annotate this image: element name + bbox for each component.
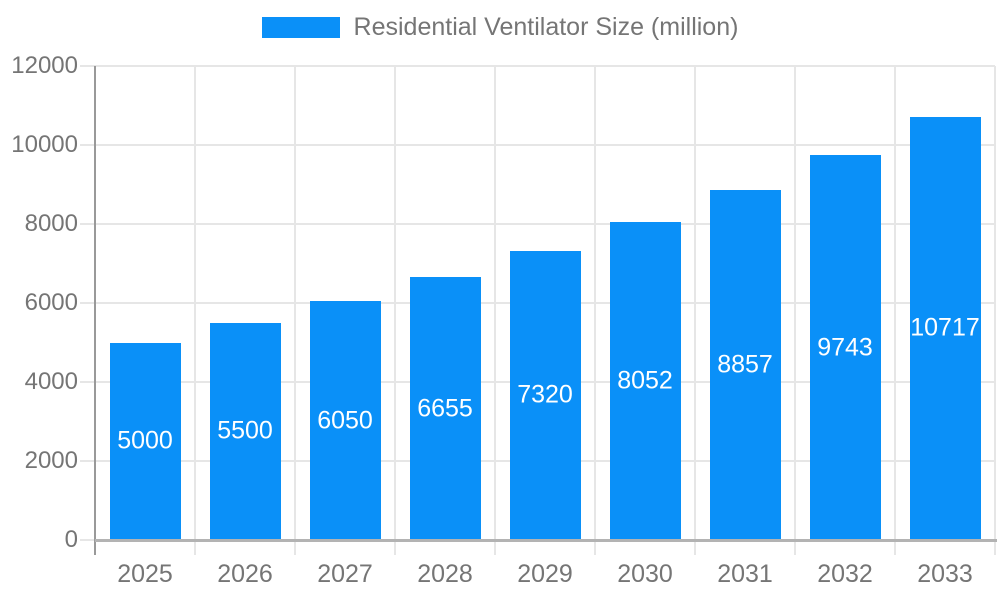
y-axis-tick-label: 0	[64, 526, 78, 553]
x-axis-tick-label: 2032	[817, 560, 873, 588]
x-gridline	[394, 66, 396, 555]
y-axis-tick-label: 6000	[24, 289, 78, 316]
x-gridline	[694, 66, 696, 555]
x-gridline	[894, 66, 896, 555]
legend-label: Residential Ventilator Size (million)	[353, 13, 739, 41]
y-axis-line	[94, 66, 96, 555]
x-gridline	[294, 66, 296, 555]
bar-value-label: 5000	[117, 426, 173, 455]
bar	[209, 322, 281, 540]
bar-value-label: 6050	[317, 406, 373, 434]
bar	[609, 221, 681, 540]
y-axis-tick-label: 8000	[24, 210, 78, 237]
bar	[409, 277, 481, 540]
bar-value-label: 7320	[517, 380, 573, 409]
y-gridline	[80, 223, 995, 225]
y-axis-tick-label: 10000	[11, 131, 78, 158]
x-axis-tick-label: 2027	[317, 560, 373, 588]
y-axis-tick-label: 4000	[24, 368, 78, 395]
x-gridline	[794, 66, 796, 555]
y-gridline	[80, 144, 995, 146]
bar-value-label: 6655	[417, 394, 473, 423]
bar-value-label: 8052	[617, 366, 673, 395]
legend: Residential Ventilator Size (million)	[0, 13, 1000, 42]
bar	[809, 155, 881, 540]
bar	[709, 190, 781, 540]
x-gridline	[194, 66, 196, 555]
x-axis-tick-label: 2033	[917, 560, 973, 588]
x-gridline	[594, 66, 596, 555]
x-axis-tick-label: 2029	[517, 560, 573, 588]
bar	[109, 342, 181, 540]
bar	[309, 301, 381, 540]
bar	[909, 116, 981, 540]
bar-value-label: 8857	[717, 350, 773, 379]
bar-value-label: 5500	[217, 416, 273, 445]
x-axis-tick-label: 2031	[717, 560, 773, 588]
x-gridline	[494, 66, 496, 555]
x-axis-tick-label: 2028	[417, 560, 473, 588]
y-axis-tick-label: 2000	[24, 447, 78, 474]
x-axis-tick-label: 2025	[117, 560, 173, 588]
x-axis-tick-label: 2026	[217, 560, 273, 588]
x-axis-line	[95, 539, 997, 542]
x-gridline	[994, 66, 996, 555]
bar-value-label: 10717	[910, 313, 980, 342]
y-axis-tick-label: 12000	[11, 52, 78, 79]
bar-value-label: 9743	[817, 333, 873, 362]
bar	[509, 250, 581, 540]
x-axis-tick-label: 2030	[617, 560, 673, 588]
y-gridline	[80, 65, 995, 67]
legend-swatch	[261, 17, 340, 38]
